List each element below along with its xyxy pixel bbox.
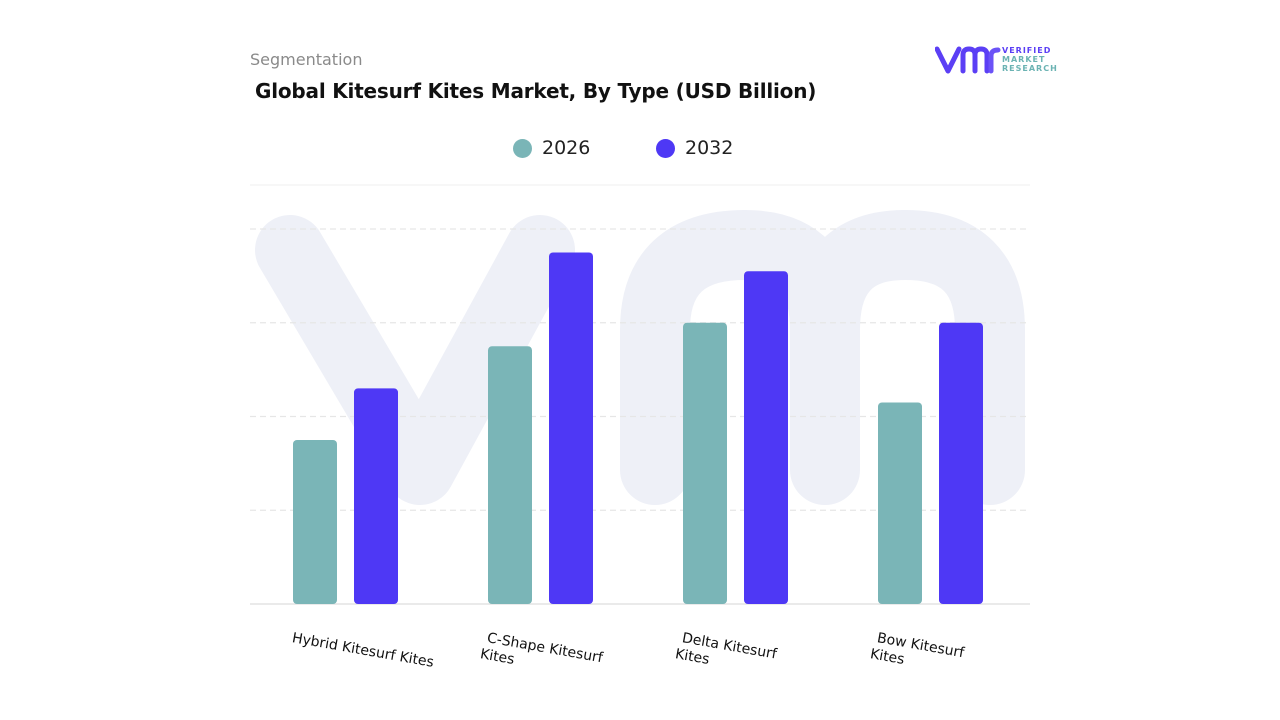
legend-label-2032: 2032 [685,137,734,159]
bar-2026-1 [488,346,532,604]
x-tick-label-line: Kites [674,646,711,668]
legend-label-2026: 2026 [542,137,591,159]
x-tick-label: Delta KitesurfKites [674,629,779,679]
section-eyebrow: Segmentation [250,50,363,69]
x-tick-label-line: Kites [479,646,516,668]
bar-2026-3 [878,402,922,604]
chart-title: Global Kitesurf Kites Market, By Type (U… [255,79,817,103]
logo-line-verified: VERIFIED [1002,46,1052,55]
legend-swatch-2026 [513,138,532,158]
x-tick-label-line: Kites [869,646,906,668]
vmr-logo-icon [935,46,1001,74]
chart-legend: 2026 2032 [0,136,1280,160]
logo-line-research: RESEARCH [1002,64,1058,73]
x-tick-label-line: Hybrid Kitesurf Kites [291,630,435,671]
logo-line-market: MARKET [1002,55,1046,64]
bar-2032-3 [939,322,983,604]
bar-2032-2 [744,271,788,604]
logo-wordmark: VERIFIED MARKET RESEARCH [1002,46,1058,73]
bar-2032-0 [354,388,398,604]
bar-2026-2 [683,322,727,604]
legend-item-2026: 2026 [513,136,590,160]
bar-2026-0 [293,439,337,604]
bar-2032-1 [549,252,593,604]
legend-item-2032: 2032 [656,136,733,160]
x-tick-label: Bow KitesurfKites [869,629,966,678]
legend-swatch-2032 [656,138,675,158]
x-tick-label: Hybrid Kitesurf Kites [291,630,435,671]
x-tick-label: C-Shape KitesurfKites [479,629,605,683]
